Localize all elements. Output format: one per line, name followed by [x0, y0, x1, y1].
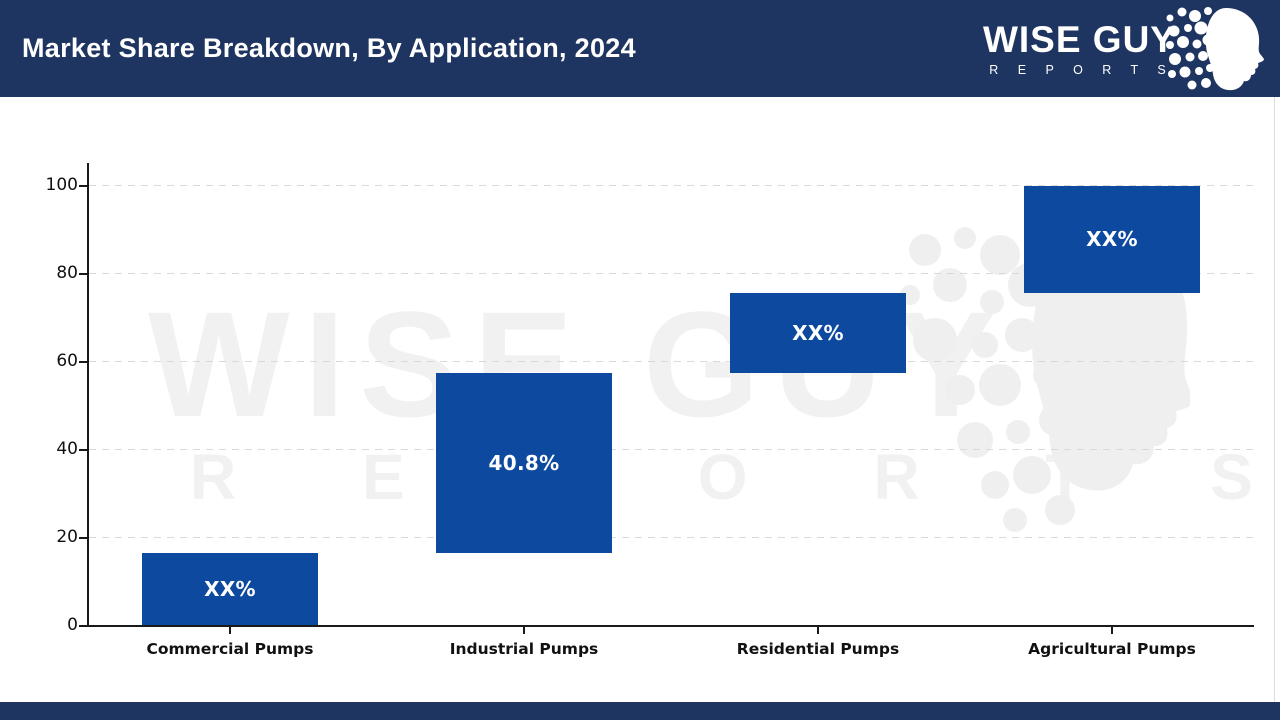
x-tick-mark — [229, 627, 231, 634]
y-tick-100: 100 — [45, 175, 78, 195]
bar-value-label: XX% — [1086, 227, 1138, 252]
y-tick-60: 60 — [56, 351, 78, 371]
header-bar: Market Share Breakdown, By Application, … — [0, 0, 1280, 97]
bar-residential-pumps: XX% — [730, 292, 906, 374]
right-edge-line — [1274, 97, 1275, 703]
bar-value-label: XX% — [204, 577, 256, 602]
x-axis-line — [87, 625, 1254, 627]
x-tick-mark — [1111, 627, 1113, 634]
x-category-industrial: Industrial Pumps — [449, 640, 599, 658]
page-title: Market Share Breakdown, By Application, … — [22, 33, 636, 63]
gridline-60 — [89, 361, 1253, 362]
y-tick-mark — [79, 185, 87, 187]
y-tick-40: 40 — [56, 439, 78, 459]
x-category-residential: Residential Pumps — [736, 640, 900, 658]
logo-subtitle: R E P O R T S — [989, 62, 1174, 77]
x-category-agricultural: Agricultural Pumps — [1028, 640, 1196, 658]
y-tick-20: 20 — [56, 527, 78, 547]
logo-wordmark: WISE GUY — [982, 18, 1176, 60]
bar-agricultural-pumps: XX% — [1024, 186, 1200, 293]
x-category-commercial: Commercial Pumps — [146, 640, 314, 658]
bar-value-label: 40.8% — [488, 451, 560, 476]
x-tick-mark — [523, 627, 525, 634]
gridline-40 — [89, 449, 1253, 450]
footer-bar — [0, 702, 1280, 720]
y-tick-mark — [79, 361, 87, 363]
logo-text: WISE GUY R E P O R T S — [983, 21, 1176, 77]
gridline-20 — [89, 537, 1253, 538]
dotted-head-icon — [1166, 6, 1264, 90]
gridline-80 — [89, 273, 1253, 274]
y-tick-80: 80 — [56, 263, 78, 283]
y-tick-mark — [79, 625, 87, 627]
bar-industrial-pumps: 40.8% — [436, 373, 612, 553]
y-tick-mark — [79, 449, 87, 451]
y-tick-mark — [79, 273, 87, 275]
bar-commercial-pumps: XX% — [142, 552, 318, 626]
y-tick-mark — [79, 537, 87, 539]
gridline-100 — [89, 185, 1253, 186]
y-tick-0: 0 — [67, 615, 78, 635]
wise-guy-reports-logo: WISE GUY R E P O R T S — [983, 4, 1280, 94]
y-axis-line — [87, 163, 89, 627]
bar-value-label: XX% — [792, 321, 844, 346]
x-tick-mark — [817, 627, 819, 634]
